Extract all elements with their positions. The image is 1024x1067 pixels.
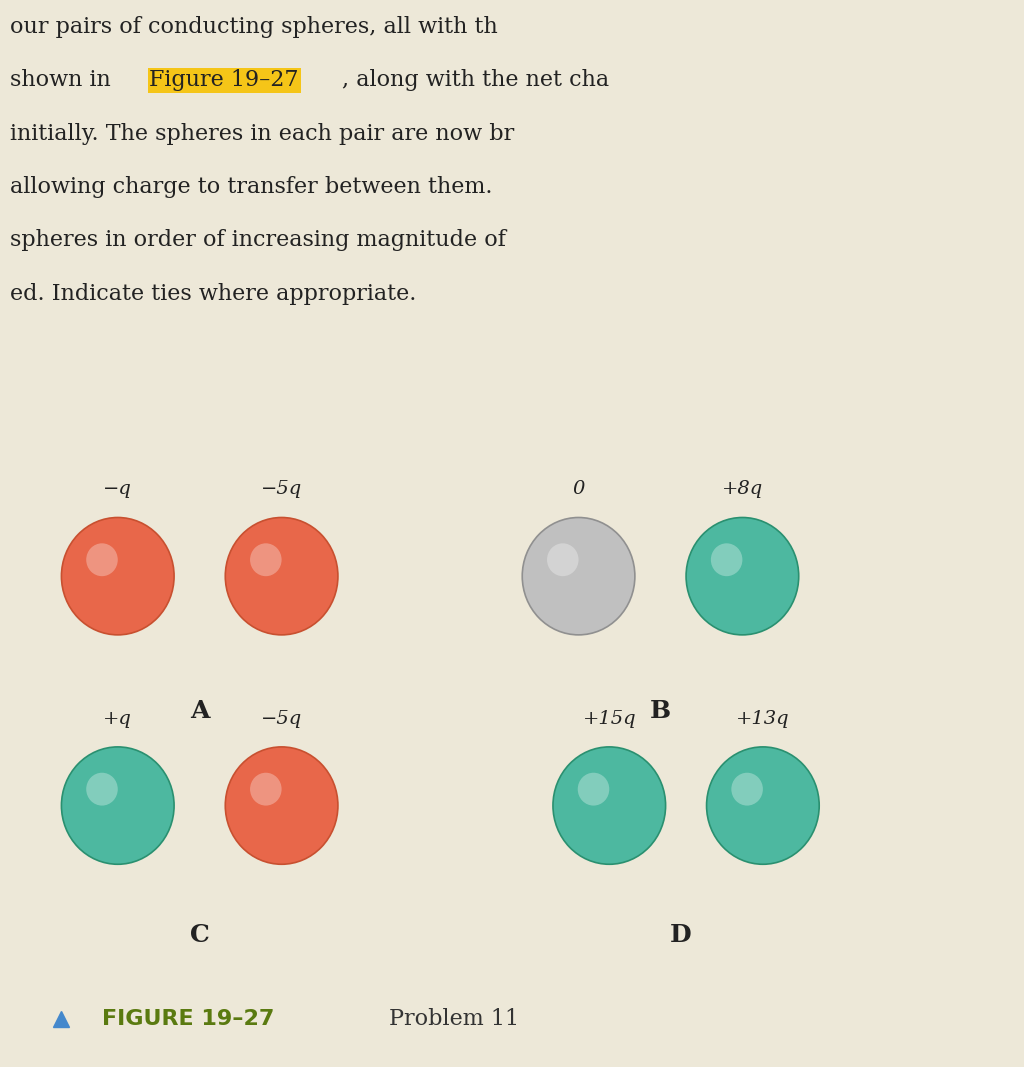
Circle shape bbox=[86, 543, 118, 576]
Text: −5q: −5q bbox=[261, 710, 302, 728]
Text: Figure 19–27: Figure 19–27 bbox=[150, 69, 299, 92]
Text: initially. The spheres in each pair are now br: initially. The spheres in each pair are … bbox=[10, 123, 514, 145]
Circle shape bbox=[547, 543, 579, 576]
Circle shape bbox=[686, 517, 799, 635]
Text: −q: −q bbox=[103, 480, 132, 498]
Text: ed. Indicate ties where appropriate.: ed. Indicate ties where appropriate. bbox=[10, 283, 417, 305]
Circle shape bbox=[61, 747, 174, 864]
Text: allowing charge to transfer between them.: allowing charge to transfer between them… bbox=[10, 176, 493, 198]
Text: shown in: shown in bbox=[10, 69, 118, 92]
Text: A: A bbox=[189, 699, 210, 722]
Circle shape bbox=[731, 773, 763, 806]
Text: +15q: +15q bbox=[583, 710, 636, 728]
Text: our pairs of conducting spheres, all with th: our pairs of conducting spheres, all wit… bbox=[10, 16, 498, 38]
Circle shape bbox=[225, 747, 338, 864]
Circle shape bbox=[250, 543, 282, 576]
Circle shape bbox=[61, 517, 174, 635]
Text: +8q: +8q bbox=[722, 480, 763, 498]
Text: 0: 0 bbox=[572, 480, 585, 498]
Circle shape bbox=[707, 747, 819, 864]
Text: spheres in order of increasing magnitude of: spheres in order of increasing magnitude… bbox=[10, 229, 506, 252]
Text: D: D bbox=[670, 923, 692, 946]
Text: B: B bbox=[650, 699, 671, 722]
Circle shape bbox=[711, 543, 742, 576]
Circle shape bbox=[250, 773, 282, 806]
Text: FIGURE 19–27: FIGURE 19–27 bbox=[102, 1009, 274, 1029]
Text: , along with the net cha: , along with the net cha bbox=[342, 69, 609, 92]
Text: C: C bbox=[189, 923, 210, 946]
Circle shape bbox=[86, 773, 118, 806]
Text: −5q: −5q bbox=[261, 480, 302, 498]
Circle shape bbox=[578, 773, 609, 806]
Circle shape bbox=[522, 517, 635, 635]
Text: +13q: +13q bbox=[736, 710, 790, 728]
Text: +q: +q bbox=[103, 710, 132, 728]
Circle shape bbox=[225, 517, 338, 635]
Circle shape bbox=[553, 747, 666, 864]
Text: Problem 11: Problem 11 bbox=[389, 1008, 519, 1030]
